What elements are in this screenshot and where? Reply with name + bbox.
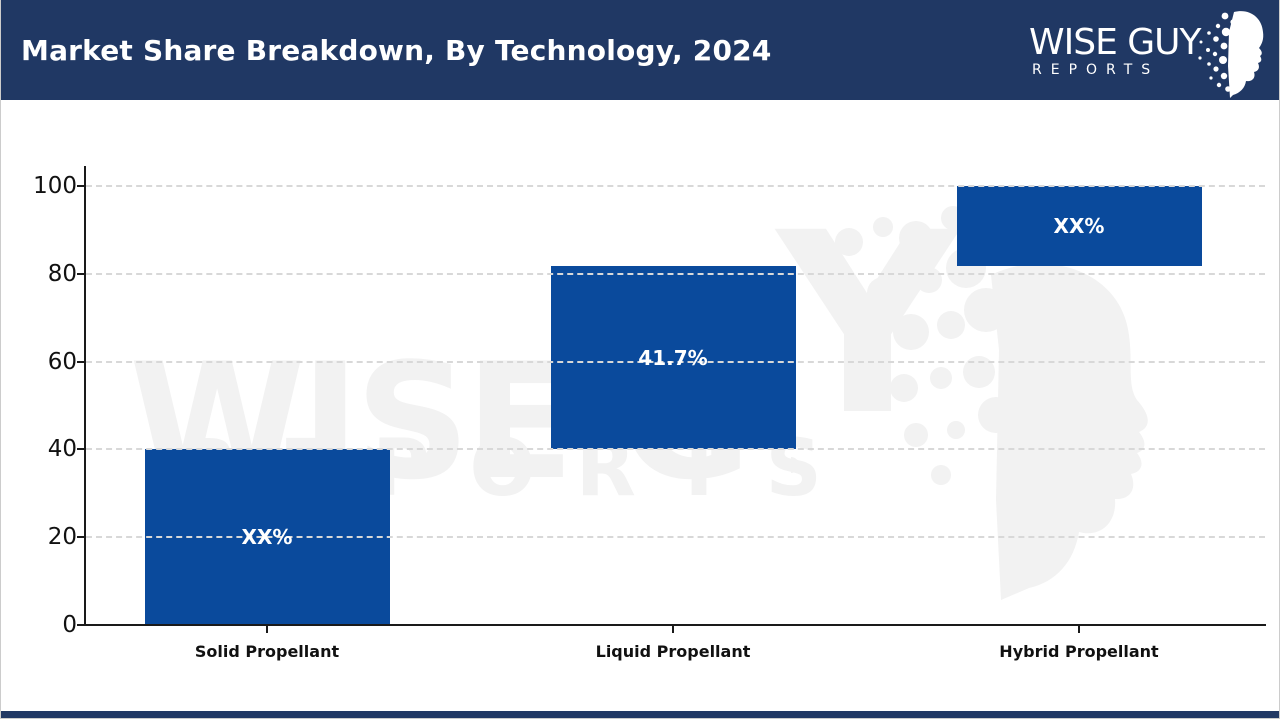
watermark-face-icon xyxy=(791,206,1148,600)
category-label-1: Solid Propellant xyxy=(194,642,340,661)
y-tick-label-100: 100 xyxy=(33,173,77,199)
y-tick-mark-100 xyxy=(77,185,85,187)
y-tick-mark-60 xyxy=(77,360,85,363)
bar-2 xyxy=(550,266,796,450)
bar-label-1: XX% xyxy=(241,525,293,550)
y-tick-label-0: 0 xyxy=(62,612,77,638)
y-tick-label-40: 40 xyxy=(47,436,77,463)
page-title: Market Share Breakdown, By Technology, 2… xyxy=(21,33,772,67)
logo-subtext: REPORTS xyxy=(1032,62,1160,78)
x-axis-line xyxy=(84,624,1266,626)
logo-wordmark: WISE GUY xyxy=(1029,22,1201,63)
logo-face-icon xyxy=(1198,11,1264,98)
y-tick-mark-80 xyxy=(77,272,85,275)
y-tick-label-80: 80 xyxy=(47,260,77,287)
x-tick-mark-3 xyxy=(1078,625,1080,633)
y-tick-mark-40 xyxy=(77,448,85,451)
category-label-2: Liquid Propellant xyxy=(595,642,751,661)
wise-guy-reports-logo: WISE GUY REPORTS xyxy=(1021,4,1271,98)
gridline-100 xyxy=(86,185,1265,187)
footer-bar xyxy=(1,711,1279,718)
y-tick-mark-0 xyxy=(77,624,85,626)
gridline-80 xyxy=(86,272,1265,275)
y-tick-label-60: 60 xyxy=(47,348,77,375)
y-tick-label-20: 20 xyxy=(47,524,77,551)
bar-label-2: 41.7% xyxy=(638,345,708,370)
x-tick-mark-1 xyxy=(266,625,268,633)
category-label-3: Hybrid Propellant xyxy=(999,642,1159,661)
x-tick-mark-2 xyxy=(672,625,674,633)
bar-3 xyxy=(956,186,1202,267)
y-axis-line xyxy=(84,166,86,626)
bar-label-3: XX% xyxy=(1053,214,1105,239)
gridline-20 xyxy=(86,536,1265,539)
gridline-60 xyxy=(86,360,1265,363)
gridline-40 xyxy=(86,448,1265,451)
y-tick-mark-20 xyxy=(77,536,85,539)
header-bar: Market Share Breakdown, By Technology, 2… xyxy=(1,0,1279,100)
